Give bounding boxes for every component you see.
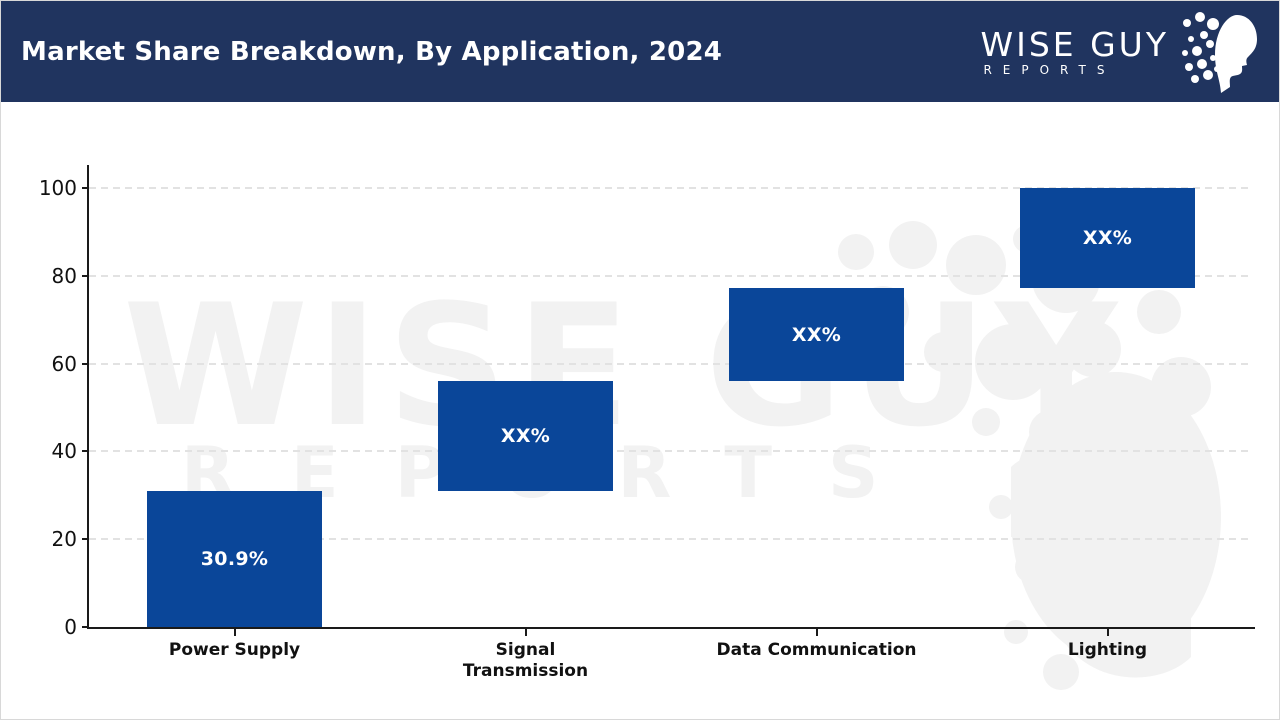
bar-value-label: XX% (791, 323, 842, 346)
logo-text: WISE GUY REPORTS (980, 28, 1169, 76)
x-category-label: Power Supply (168, 640, 301, 660)
x-category-label: Lighting (1067, 640, 1148, 660)
bar-value-label: XX% (1082, 227, 1133, 250)
waterfall-bar: XX% (729, 288, 904, 382)
waterfall-bar: XX% (438, 381, 613, 492)
x-tick-mark (815, 629, 818, 636)
y-axis-line (87, 165, 89, 629)
x-tick-mark (524, 629, 527, 636)
logo-subtext: REPORTS (983, 62, 1116, 77)
wiseguy-logo: WISE GUY REPORTS (980, 9, 1257, 95)
x-tick-mark (233, 629, 236, 636)
y-tick-mark (82, 187, 89, 189)
y-tick-label: 100 (38, 176, 77, 200)
bar-value-label: XX% (500, 425, 551, 448)
bar-value-label: 30.9% (200, 548, 269, 571)
chart-title: Market Share Breakdown, By Application, … (21, 36, 723, 67)
y-tick-mark (82, 274, 89, 277)
y-tick-mark (82, 626, 89, 628)
header-bar: Market Share Breakdown, By Application, … (1, 1, 1279, 102)
gridline (89, 187, 1253, 189)
x-axis-line (87, 627, 1255, 629)
x-category-label: Data Communication (716, 640, 917, 660)
y-tick-label: 0 (64, 615, 77, 639)
y-tick-mark (82, 538, 89, 541)
y-tick-label: 20 (51, 527, 77, 552)
x-category-label: Signal Transmission (462, 640, 589, 681)
waterfall-bar: XX% (1020, 188, 1195, 289)
y-tick-label: 60 (51, 351, 77, 376)
waterfall-bar: 30.9% (147, 491, 322, 627)
gridline (89, 538, 1253, 541)
logo-wordmark: WISE GUY (980, 24, 1169, 64)
y-tick-label: 40 (51, 439, 77, 464)
dotted-profile-face-icon (1182, 11, 1257, 93)
y-tick-mark (82, 362, 89, 365)
gridline (89, 450, 1253, 453)
gridline (89, 362, 1253, 365)
gridline (89, 274, 1253, 277)
x-tick-mark (1106, 629, 1109, 636)
y-tick-mark (82, 450, 89, 453)
y-tick-label: 80 (51, 263, 77, 288)
